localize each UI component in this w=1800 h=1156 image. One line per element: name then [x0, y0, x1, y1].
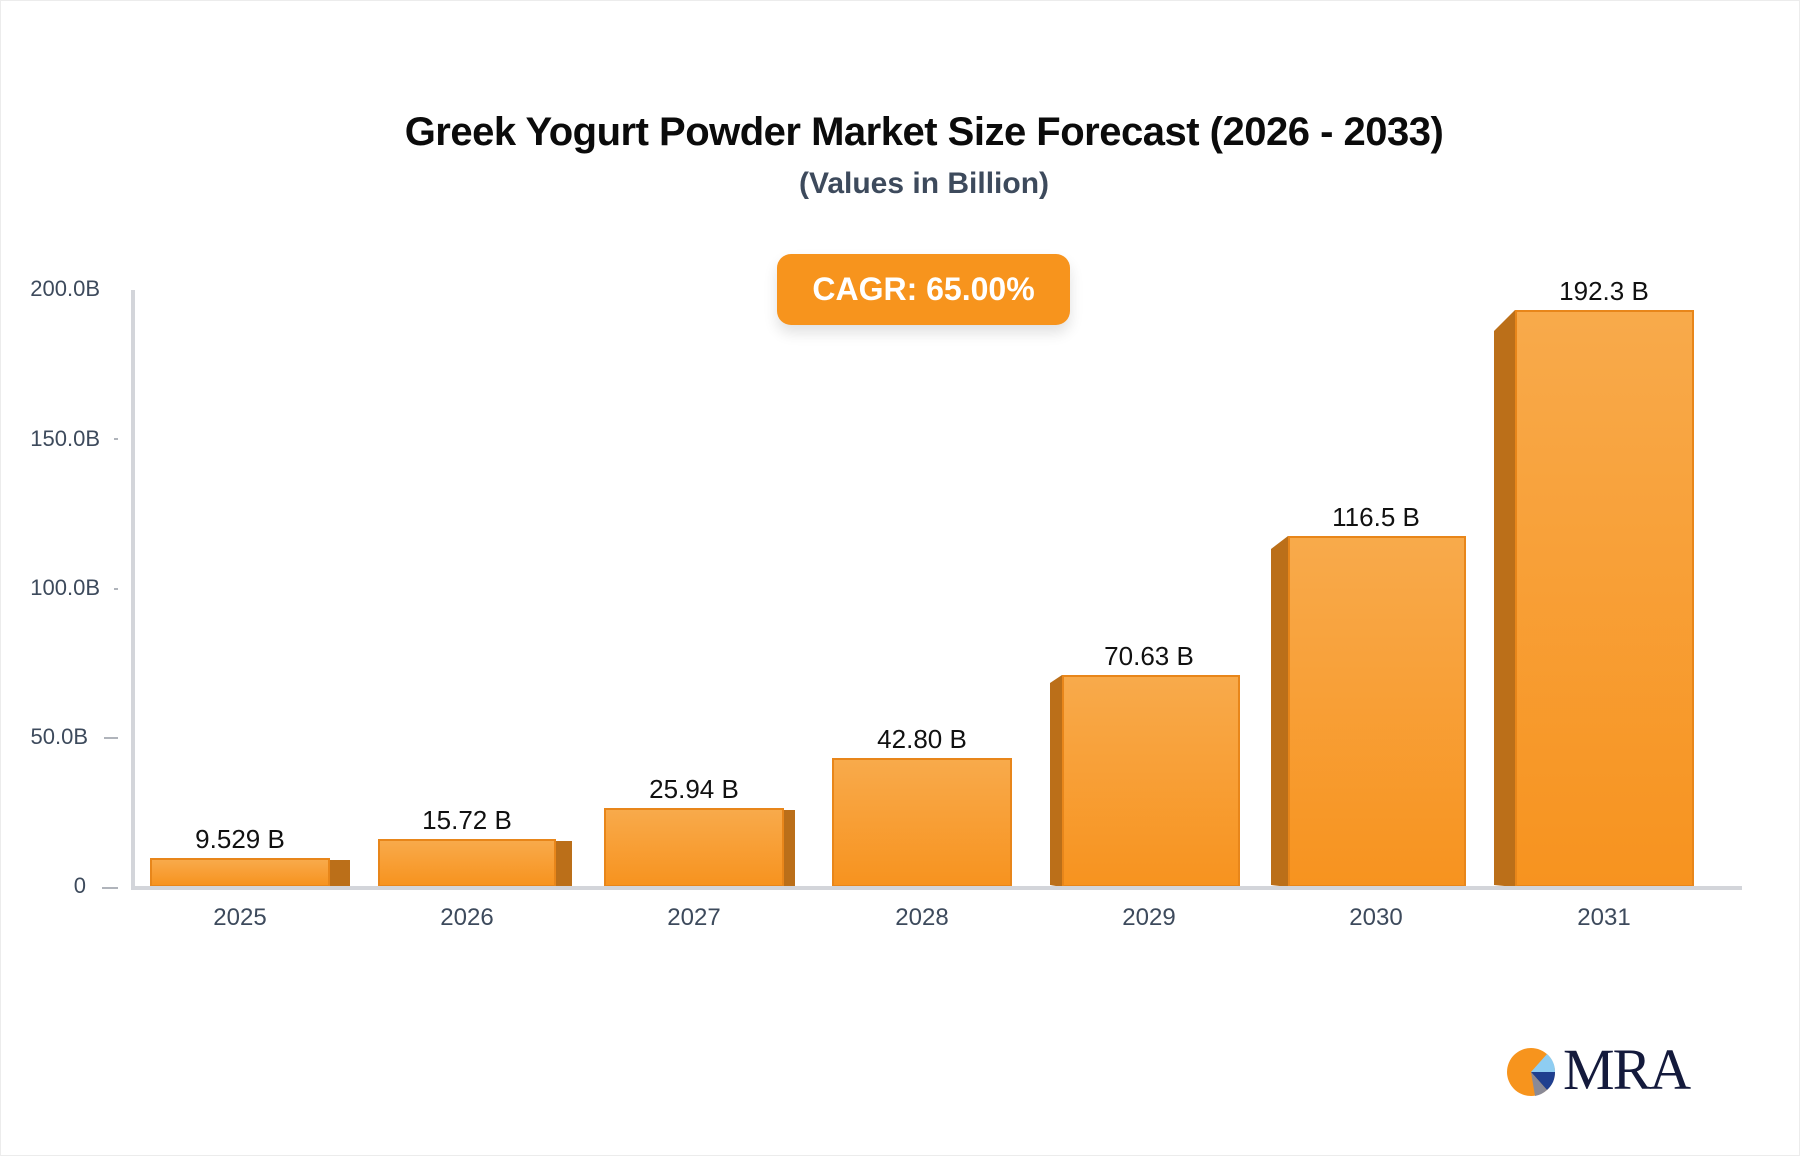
bar-2025[interactable]	[150, 858, 330, 887]
y-tick-label-200: 200.0B	[30, 276, 100, 301]
bar-side-2027	[782, 810, 795, 887]
value-label-2029: 70.63 B	[1104, 641, 1194, 671]
logo-text: MRA	[1563, 1037, 1691, 1102]
x-label-2025: 2025	[213, 904, 267, 931]
chart-title: Greek Yogurt Powder Market Size Forecast…	[404, 110, 1444, 154]
bar-2031[interactable]	[1515, 310, 1694, 887]
bar-2028[interactable]	[832, 758, 1012, 887]
bar-side-2025	[328, 860, 350, 887]
value-label-2025: 9.529 B	[195, 824, 285, 854]
x-label-2030: 2030	[1349, 904, 1403, 931]
bar-2026[interactable]	[378, 839, 556, 887]
y-tick-0	[102, 887, 118, 889]
value-label-2030: 116.5 B	[1332, 502, 1420, 532]
x-label-2029: 2029	[1122, 904, 1176, 931]
y-tick-label-100: 100.0B	[30, 575, 100, 600]
y-axis-line	[131, 290, 135, 890]
chart-subtitle: (Values in Billion)	[798, 167, 1050, 200]
x-label-2031: 2031	[1577, 904, 1631, 931]
bar-2030[interactable]	[1288, 536, 1466, 887]
bar-side-2030	[1271, 536, 1288, 887]
y-tick-100	[114, 588, 118, 590]
cagr-badge: CAGR: 65.00%	[777, 254, 1070, 325]
bar-side-2031	[1494, 310, 1515, 887]
y-tick-label-50: 50.0B	[30, 724, 89, 749]
y-tick-label-150: 150.0B	[30, 426, 100, 451]
mra-logo: MRA	[1505, 1040, 1695, 1100]
bar-side-2029	[1050, 675, 1062, 887]
x-axis-line	[131, 886, 1742, 890]
value-label-2026: 15.72 B	[422, 805, 512, 835]
y-tick-50	[104, 737, 118, 739]
bar-side-2026	[554, 841, 572, 887]
y-tick-label-0: 0	[73, 873, 86, 898]
bar-2027[interactable]	[604, 808, 784, 887]
pie-chart-logo-icon	[1507, 1048, 1556, 1096]
x-label-2026: 2026	[440, 904, 494, 931]
x-label-2027: 2027	[667, 904, 721, 931]
value-label-2031: 192.3 B	[1559, 276, 1649, 306]
y-tick-150	[114, 438, 118, 440]
value-label-2027: 25.94 B	[649, 774, 739, 804]
bar-2029[interactable]	[1062, 675, 1240, 887]
value-label-2028: 42.80 B	[877, 724, 967, 754]
x-label-2028: 2028	[895, 904, 949, 931]
